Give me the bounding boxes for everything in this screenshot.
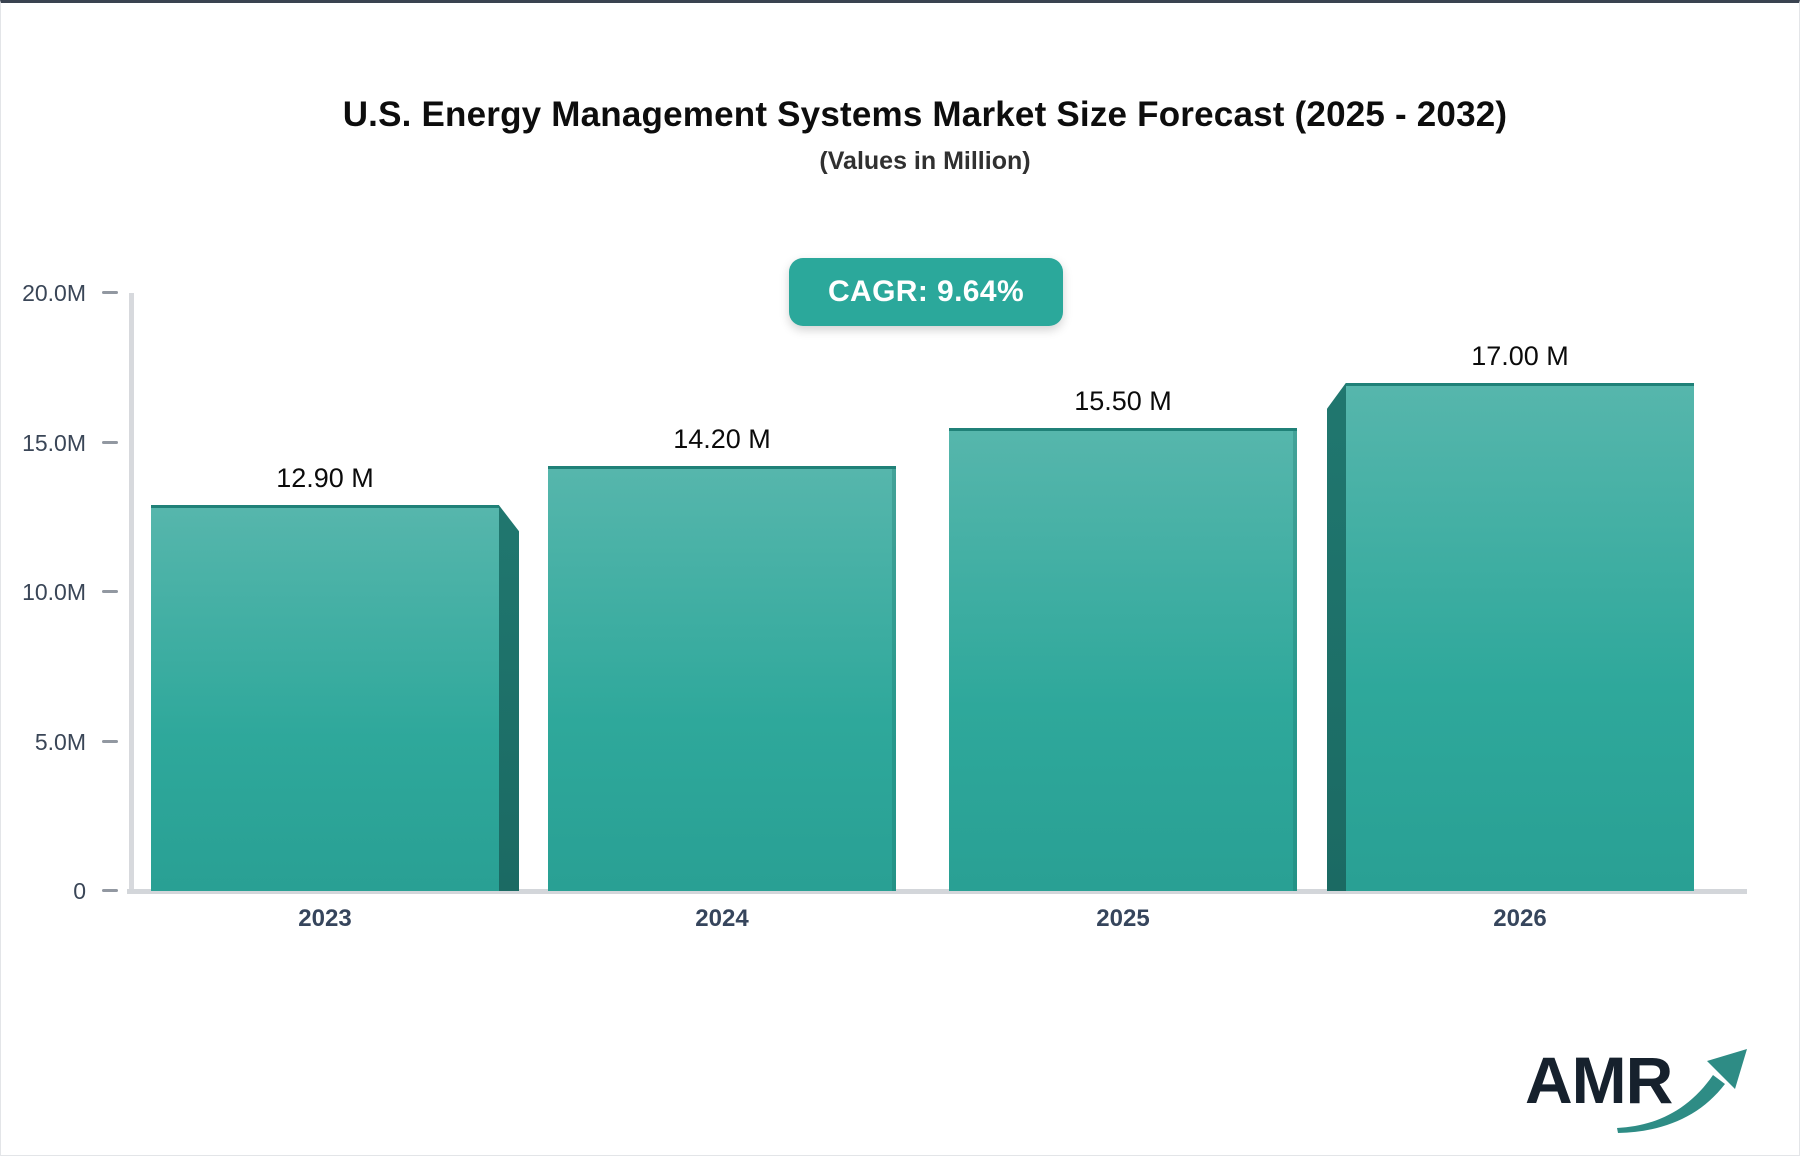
bar-3d-side	[499, 505, 519, 891]
y-axis-label: 0	[73, 878, 86, 904]
y-axis-label: 10.0M	[22, 579, 86, 605]
chart-header: U.S. Energy Management Systems Market Si…	[26, 95, 1799, 176]
y-axis-label: 20.0M	[22, 280, 86, 306]
x-axis-label: 2025	[1096, 905, 1150, 932]
amr-logo-arrow-head-icon	[1707, 1049, 1747, 1089]
y-axis-label: 15.0M	[22, 429, 86, 456]
amr-logo-arrow-swoosh	[1617, 1075, 1725, 1133]
chart-title: U.S. Energy Management Systems Market Si…	[342, 95, 1508, 134]
y-axis-tick	[102, 889, 118, 892]
cagr-badge: CAGR: 9.64%	[789, 258, 1063, 326]
bar	[1346, 382, 1694, 891]
y-axis-line	[129, 293, 134, 893]
bar	[548, 466, 896, 891]
y-axis-tick	[102, 590, 118, 593]
bar-value-label: 14.20 M	[673, 424, 771, 455]
bar-value-label: 17.00 M	[1471, 340, 1569, 371]
y-axis-tick	[102, 739, 118, 743]
x-axis-label: 2023	[298, 905, 352, 932]
bar	[949, 427, 1297, 891]
bar	[151, 505, 499, 891]
amr-logo: AMR	[1525, 1043, 1747, 1133]
bar-value-label: 12.90 M	[276, 463, 374, 494]
chart-subtitle: (Values in Million)	[819, 147, 1031, 175]
x-axis-label: 2024	[695, 905, 749, 932]
amr-logo-text: AMR	[1525, 1043, 1673, 1117]
bar-value-label: 15.50 M	[1074, 385, 1172, 416]
y-axis-tick	[102, 291, 118, 294]
cagr-badge-label: CAGR: 9.64%	[827, 275, 1025, 308]
bar-3d-side	[1327, 382, 1346, 891]
x-axis-label: 2026	[1493, 905, 1547, 932]
y-axis-tick	[102, 440, 118, 444]
y-axis-label: 5.0M	[34, 728, 86, 755]
x-axis-line	[127, 889, 1747, 894]
